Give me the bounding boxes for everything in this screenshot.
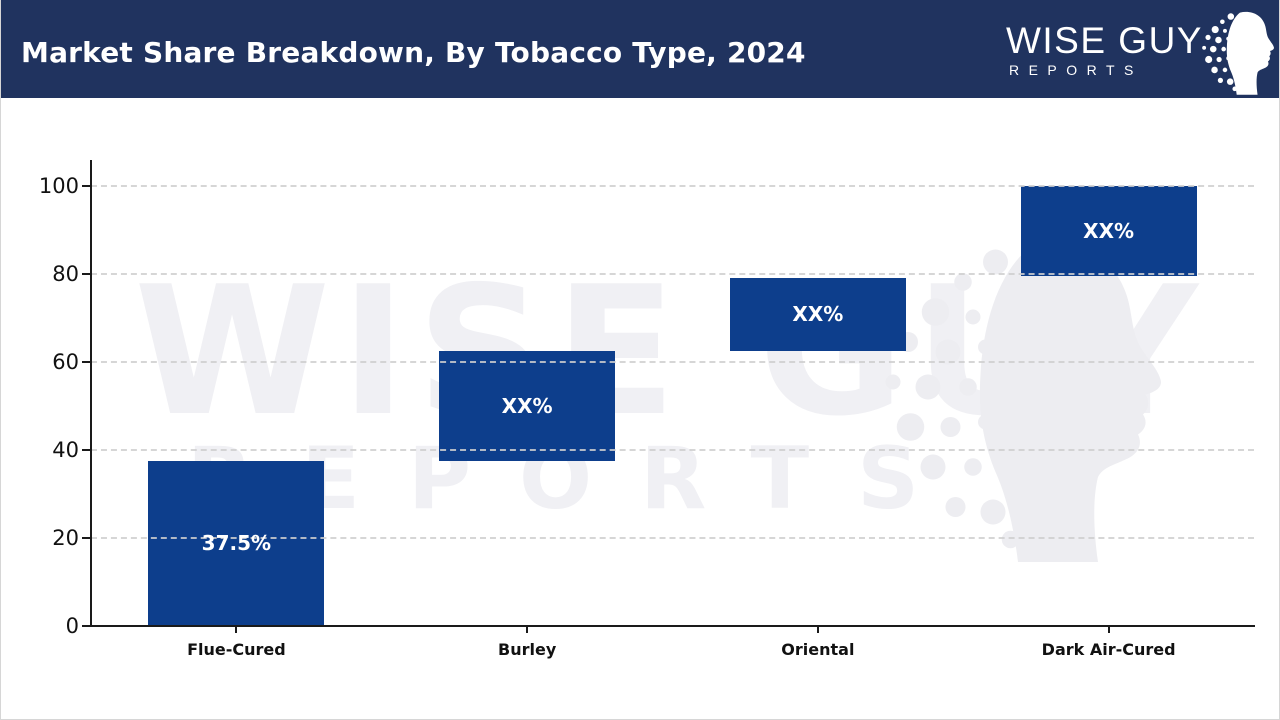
x-tick-1	[526, 627, 529, 633]
bar-value-label: 37.5%	[201, 531, 272, 556]
y-tick-40	[82, 448, 90, 451]
y-tick-label-20: 20	[52, 525, 79, 550]
y-tick-60	[82, 360, 90, 363]
category-label: Oriental	[781, 640, 855, 659]
x-tick-0	[235, 627, 238, 633]
gridline-20	[91, 536, 1254, 539]
y-tick-label-100: 100	[38, 173, 79, 198]
x-tick-2	[816, 627, 819, 633]
gridline-60	[91, 360, 1254, 363]
wise-guy-head-icon	[1197, 10, 1279, 96]
page-title: Market Share Breakdown, By Tobacco Type,…	[21, 36, 806, 69]
gridline-40	[91, 448, 1254, 451]
report-header: Market Share Breakdown, By Tobacco Type,…	[1, 0, 1279, 98]
bar-burley	[439, 350, 616, 461]
gridline-100	[91, 184, 1254, 187]
logo-subtext: REPORTS	[1008, 62, 1143, 78]
category-label: Flue-Cured	[187, 640, 286, 659]
y-tick-label-0: 0	[65, 614, 79, 638]
watermark-head-icon	[873, 228, 1173, 576]
bar-flue-cured	[148, 460, 325, 626]
bar-oriental	[729, 278, 906, 351]
y-tick-label-60: 60	[52, 349, 79, 374]
logo-text: WISE GUY REPORTS	[1006, 22, 1203, 78]
category-label: Dark Air-Cured	[1041, 640, 1176, 659]
x-tick-3	[1107, 627, 1110, 633]
y-tick-label-40: 40	[52, 437, 79, 462]
y-tick-0	[82, 625, 90, 627]
gridline-80	[91, 272, 1254, 275]
y-axis-line	[90, 160, 92, 627]
logo-wordmark: WISE GUY	[1005, 20, 1203, 61]
y-tick-label-80: 80	[52, 261, 79, 286]
bar-value-label: XX%	[1083, 218, 1135, 243]
bar-value-label: XX%	[792, 302, 844, 327]
y-tick-100	[82, 184, 90, 187]
bar-dark-air-cured	[1020, 185, 1197, 276]
y-tick-20	[82, 536, 90, 539]
y-tick-80	[82, 272, 90, 275]
wise-guy-logo: WISE GUY REPORTS	[1006, 6, 1275, 94]
bar-value-label: XX%	[501, 393, 553, 418]
x-axis-line	[89, 625, 1255, 627]
category-label: Burley	[498, 640, 557, 659]
